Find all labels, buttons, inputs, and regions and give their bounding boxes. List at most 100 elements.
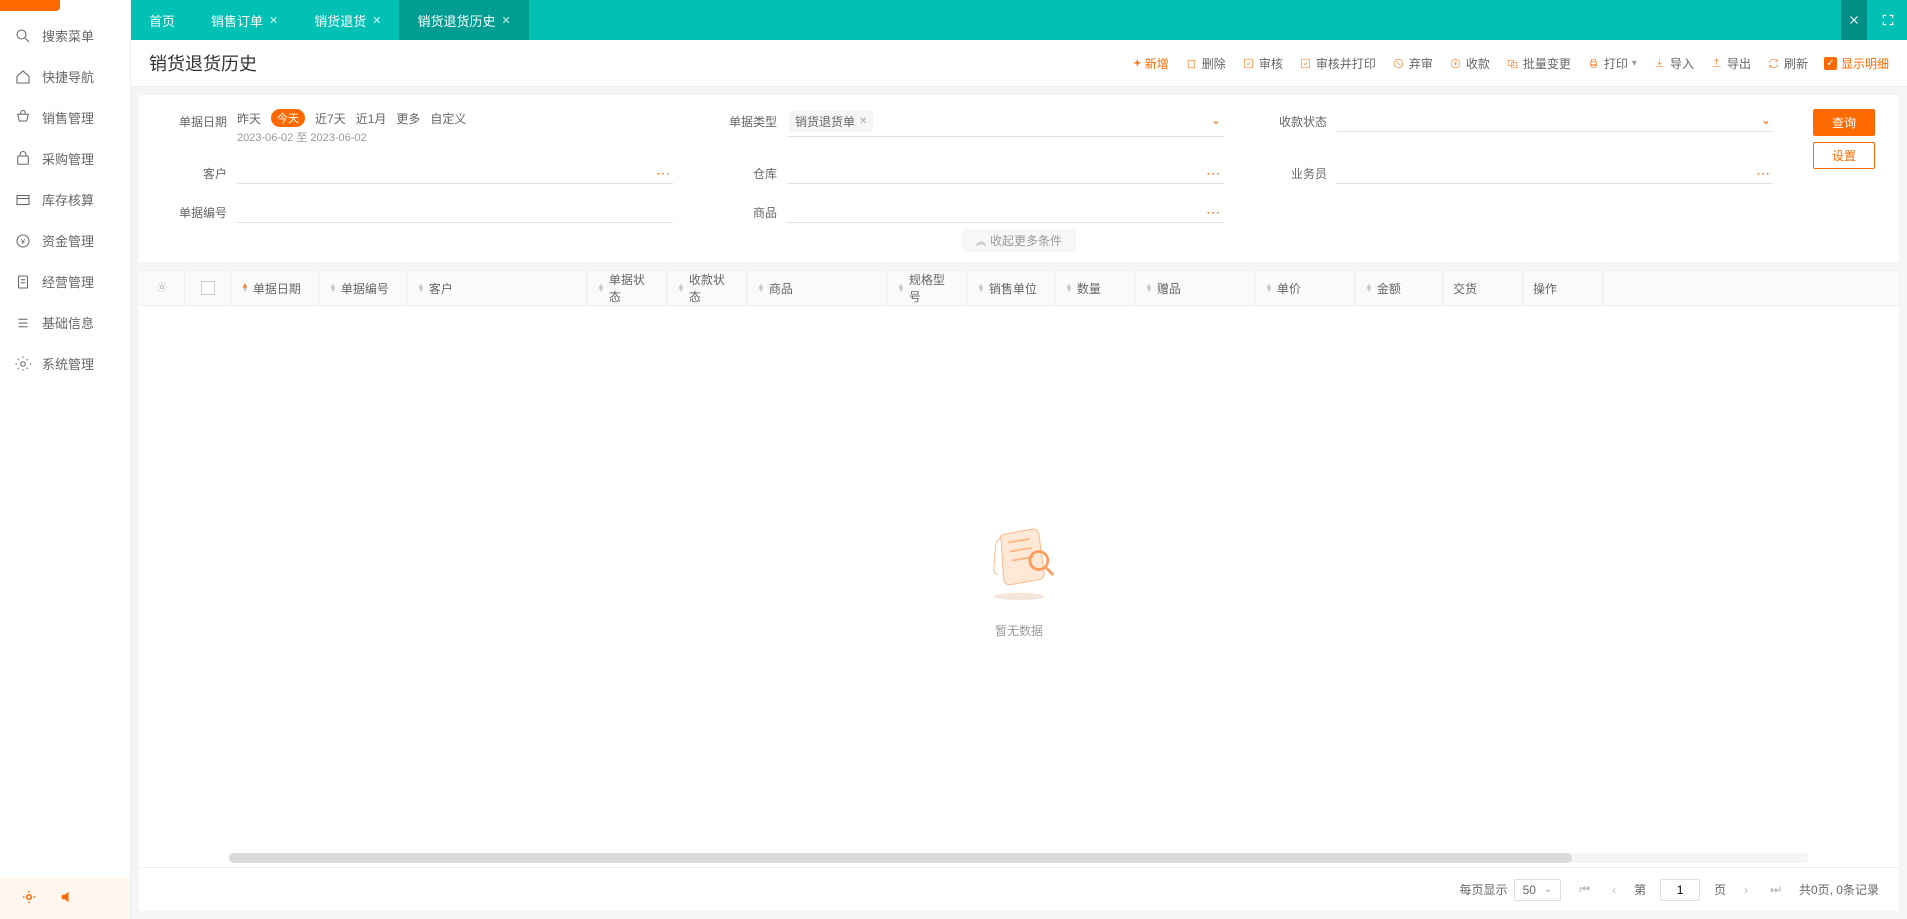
setting-button[interactable]: 设置 — [1813, 142, 1875, 169]
column-header[interactable]: ▲▼单价 — [1255, 271, 1355, 305]
collect-status-input[interactable] — [1337, 109, 1773, 132]
product-input[interactable] — [787, 200, 1223, 223]
table-header: ▲▼单据日期▲▼单据编号▲▼客户▲▼单据状态▲▼收款状态▲▼商品▲▼规格型号▲▼… — [139, 270, 1899, 306]
column-header[interactable]: ▲▼赠品 — [1135, 271, 1255, 305]
action-label: 收款 — [1466, 55, 1490, 72]
column-header[interactable]: 交货 — [1443, 271, 1523, 305]
footer-gear-icon[interactable] — [20, 888, 38, 909]
chevron-down-icon[interactable]: ⌄ — [1211, 113, 1221, 127]
column-header[interactable]: ▲▼单据状态 — [587, 271, 667, 305]
tab-sales-return-history[interactable]: 销货退货历史✕ — [399, 0, 528, 40]
sidebar-item-search[interactable]: 搜索菜单 — [0, 15, 130, 56]
sort-icon: ▲▼ — [329, 284, 337, 292]
next-page[interactable]: › — [1740, 883, 1752, 897]
print-button[interactable]: 打印▾ — [1587, 55, 1637, 72]
warehouse-input[interactable] — [787, 161, 1223, 184]
close-icon[interactable]: ✕ — [269, 14, 278, 27]
select-all[interactable] — [185, 271, 231, 305]
batch-button[interactable]: 批量变更 — [1506, 55, 1571, 72]
table-settings[interactable] — [139, 271, 185, 305]
date-opt-1month[interactable]: 近1月 — [356, 110, 387, 127]
tab-sales-order[interactable]: 销售订单✕ — [193, 0, 296, 40]
footer-sound-icon[interactable] — [58, 888, 76, 909]
sort-icon: ▲▼ — [1265, 284, 1273, 292]
empty-text: 暂无数据 — [995, 622, 1043, 639]
column-header[interactable]: ▲▼商品 — [747, 271, 887, 305]
action-label: 审核 — [1259, 55, 1283, 72]
sidebar-item-inventory[interactable]: 库存核算 — [0, 179, 130, 220]
close-icon[interactable]: ✕ — [502, 14, 511, 27]
column-label: 操作 — [1533, 280, 1557, 297]
sidebar-item-finance[interactable]: ¥ 资金管理 — [0, 220, 130, 261]
date-opt-today[interactable]: 今天 — [271, 109, 305, 127]
search-button[interactable]: 查询 — [1813, 109, 1875, 136]
delete-button[interactable]: 删除 — [1185, 55, 1226, 72]
billno-input[interactable] — [237, 200, 673, 223]
filter-warehouse: 仓库 ⋯ — [713, 161, 1223, 184]
action-label: 导出 — [1727, 55, 1751, 72]
refresh-button[interactable]: 刷新 — [1767, 55, 1808, 72]
collect-button[interactable]: ¥收款 — [1449, 55, 1490, 72]
tab-label: 销货退货 — [314, 11, 366, 30]
tab-sales-return[interactable]: 销货退货 ✕ — [296, 0, 399, 40]
filter-salesman: 业务员 ⋯ — [1263, 161, 1773, 184]
column-header[interactable]: ▲▼收款状态 — [667, 271, 747, 305]
customer-input[interactable] — [237, 161, 673, 184]
last-page[interactable]: ⏭ — [1766, 882, 1785, 897]
column-header[interactable]: ▲▼规格型号 — [887, 271, 967, 305]
fullscreen-icon[interactable] — [1875, 7, 1901, 33]
export-button[interactable]: 导出 — [1710, 55, 1751, 72]
more-icon[interactable]: ⋯ — [1206, 165, 1221, 182]
sidebar-label: 采购管理 — [42, 149, 94, 168]
sidebar-item-purchase[interactable]: 采购管理 — [0, 138, 130, 179]
more-icon[interactable]: ⋯ — [656, 165, 671, 182]
import-button[interactable]: 导入 — [1653, 55, 1694, 72]
column-header[interactable]: ▲▼单据编号 — [319, 271, 407, 305]
sort-icon: ▲▼ — [677, 284, 685, 292]
audit-print-button[interactable]: 审核并打印 — [1299, 55, 1376, 72]
tag-remove-icon[interactable]: ✕ — [859, 116, 867, 127]
close-icon[interactable]: ✕ — [372, 14, 381, 27]
more-icon[interactable]: ⋯ — [1756, 165, 1771, 182]
more-icon[interactable]: ⋯ — [1206, 204, 1221, 221]
first-page[interactable]: ⏮ — [1575, 882, 1594, 897]
sidebar-label: 系统管理 — [42, 354, 94, 373]
page-size-select[interactable]: 50⌄ — [1514, 879, 1562, 901]
sort-icon: ▲▼ — [1365, 284, 1373, 292]
close-all-tabs[interactable] — [1841, 0, 1867, 40]
filter-panel: 单据日期 昨天 今天 近7天 近1月 更多 自定义 2023-06-02 至 2… — [139, 95, 1899, 262]
scrollbar-thumb[interactable] — [229, 853, 1572, 863]
new-button[interactable]: +新增 — [1134, 55, 1169, 72]
sidebar-item-business[interactable]: 经营管理 — [0, 261, 130, 302]
sidebar-item-basic[interactable]: 基础信息 — [0, 302, 130, 343]
sidebar-item-system[interactable]: 系统管理 — [0, 343, 130, 384]
filter-label: 客户 — [163, 161, 227, 182]
date-opt-custom[interactable]: 自定义 — [430, 110, 466, 127]
collapse-filters[interactable]: ︽收起更多条件 — [962, 229, 1076, 252]
per-page-label: 每页显示 — [1460, 881, 1508, 898]
column-header[interactable]: ▲▼客户 — [407, 271, 587, 305]
horizontal-scrollbar[interactable] — [229, 853, 1809, 863]
date-opt-more[interactable]: 更多 — [396, 110, 420, 127]
checkbox-icon — [201, 281, 215, 295]
search-icon — [14, 27, 32, 45]
tab-home[interactable]: 首页 — [131, 0, 193, 40]
column-header[interactable]: ▲▼单据日期 — [231, 271, 319, 305]
column-header[interactable]: ▲▼数量 — [1055, 271, 1135, 305]
chevron-down-icon[interactable]: ⌄ — [1761, 113, 1771, 127]
toggle-detail[interactable]: ✓显示明细 — [1824, 55, 1889, 72]
salesman-input[interactable] — [1337, 161, 1773, 184]
audit-button[interactable]: 审核 — [1242, 55, 1283, 72]
page-input[interactable] — [1660, 879, 1700, 901]
column-header[interactable]: ▲▼金额 — [1355, 271, 1443, 305]
page-label-pre: 第 — [1634, 881, 1646, 898]
prev-page[interactable]: ‹ — [1608, 883, 1620, 897]
pagination: 每页显示 50⌄ ⏮ ‹ 第 页 › ⏭ 共0页, 0条记录 — [139, 867, 1899, 911]
column-header[interactable]: ▲▼销售单位 — [967, 271, 1055, 305]
sidebar-item-sales[interactable]: 销售管理 — [0, 97, 130, 138]
column-header[interactable]: 操作 — [1523, 271, 1603, 305]
sidebar-item-quicknav[interactable]: 快捷导航 — [0, 56, 130, 97]
date-opt-7days[interactable]: 近7天 — [315, 110, 346, 127]
date-opt-yesterday[interactable]: 昨天 — [237, 110, 261, 127]
unaudit-button[interactable]: 弃审 — [1392, 55, 1433, 72]
